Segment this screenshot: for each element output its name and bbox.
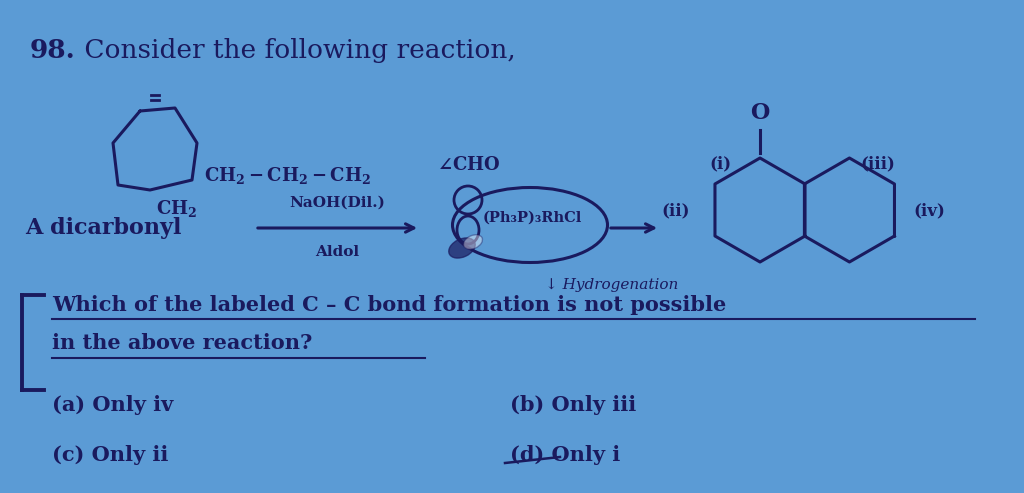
Ellipse shape (449, 238, 475, 258)
Text: Which of the labeled C – C bond formation is not possible: Which of the labeled C – C bond formatio… (52, 295, 726, 315)
Text: $\mathregular{\angle CHO}$: $\mathregular{\angle CHO}$ (437, 156, 501, 174)
Text: (a) Only iv: (a) Only iv (52, 395, 173, 415)
Text: $\mathregular{CH_2}$: $\mathregular{CH_2}$ (157, 198, 198, 219)
Text: Aldol: Aldol (315, 245, 359, 259)
Ellipse shape (464, 235, 482, 249)
Text: (Ph₃P)₃RhCl: (Ph₃P)₃RhCl (482, 211, 582, 225)
Text: (ii): (ii) (662, 202, 690, 219)
Text: (i): (i) (709, 155, 731, 172)
Text: ↓ Hydrogenation: ↓ Hydrogenation (545, 278, 678, 292)
Text: O: O (751, 102, 770, 124)
Text: 98.: 98. (30, 38, 76, 63)
Text: NaOH(Dil.): NaOH(Dil.) (289, 196, 385, 210)
Text: (iv): (iv) (913, 202, 945, 219)
Text: (c) Only ii: (c) Only ii (52, 445, 168, 465)
Text: Consider the following reaction,: Consider the following reaction, (76, 38, 516, 63)
Text: $\mathregular{CH_2-CH_2-CH_2}$: $\mathregular{CH_2-CH_2-CH_2}$ (204, 165, 371, 185)
Text: A dicarbonyl: A dicarbonyl (25, 217, 181, 239)
Text: in the above reaction?: in the above reaction? (52, 333, 312, 353)
Text: (iii): (iii) (860, 155, 895, 172)
Text: (d) Only i: (d) Only i (510, 445, 621, 465)
Text: (b) Only iii: (b) Only iii (510, 395, 636, 415)
